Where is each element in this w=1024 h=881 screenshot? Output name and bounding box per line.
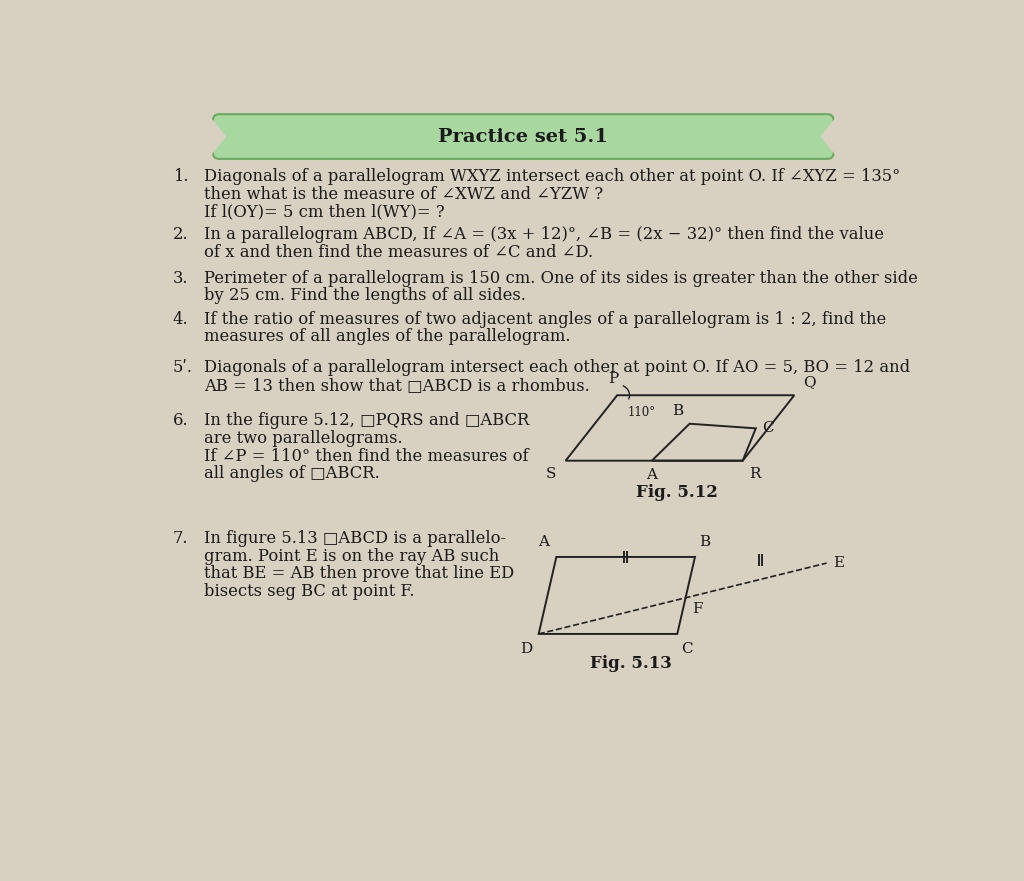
Text: S: S [546,467,556,481]
Text: Q: Q [804,375,816,389]
Text: A: A [646,469,657,483]
Text: Fig. 5.12: Fig. 5.12 [636,484,718,500]
Text: D: D [520,641,532,655]
Text: Perimeter of a parallelogram is 150 cm. One of its sides is greater than the oth: Perimeter of a parallelogram is 150 cm. … [204,270,918,286]
Text: all angles of □ABCR.: all angles of □ABCR. [204,465,380,482]
Text: that BE = AB then prove that line ED: that BE = AB then prove that line ED [204,566,514,582]
Text: C: C [681,641,692,655]
Text: B: B [698,536,710,549]
Text: 4.: 4. [173,310,188,328]
Text: If l(OY)= 5 cm then l(WY)= ?: If l(OY)= 5 cm then l(WY)= ? [204,204,444,220]
Text: 3.: 3. [173,270,188,286]
Text: A: A [538,536,549,549]
Text: Diagonals of a parallelogram intersect each other at point O. If AO = 5, BO = 12: Diagonals of a parallelogram intersect e… [204,359,910,376]
Text: R: R [749,467,761,481]
Text: bisects seg BC at point F.: bisects seg BC at point F. [204,583,415,600]
Text: 1.: 1. [173,168,188,185]
Text: If the ratio of measures of two adjacent angles of a parallelogram is 1 : 2, fin: If the ratio of measures of two adjacent… [204,310,886,328]
Text: 6.: 6. [173,412,188,429]
Text: 2.: 2. [173,226,188,243]
Text: are two parallelograms.: are two parallelograms. [204,430,402,447]
Text: AB = 13 then show that □ABCD is a rhombus.: AB = 13 then show that □ABCD is a rhombu… [204,377,590,394]
Text: 5ʹ.: 5ʹ. [173,359,193,376]
Polygon shape [210,117,225,156]
Text: 110°: 110° [628,406,656,419]
Text: by 25 cm. Find the lengths of all sides.: by 25 cm. Find the lengths of all sides. [204,287,525,305]
Text: 7.: 7. [173,530,188,547]
Text: B: B [673,403,683,418]
Text: Fig. 5.13: Fig. 5.13 [590,655,672,672]
Polygon shape [821,117,837,156]
Text: Diagonals of a parallelogram WXYZ intersect each other at point O. If ∠XYZ = 135: Diagonals of a parallelogram WXYZ inters… [204,168,900,185]
Text: C: C [762,421,773,435]
Text: In a parallelogram ABCD, If ∠A = (3x + 12)°, ∠B = (2x − 32)° then find the value: In a parallelogram ABCD, If ∠A = (3x + 1… [204,226,884,243]
FancyBboxPatch shape [213,115,834,159]
Text: F: F [692,602,702,616]
Text: gram. Point E is on the ray AB such: gram. Point E is on the ray AB such [204,548,499,565]
Text: E: E [833,556,844,570]
Text: In figure 5.13 □ABCD is a parallelo-: In figure 5.13 □ABCD is a parallelo- [204,530,506,547]
Text: If ∠P = 110° then find the measures of: If ∠P = 110° then find the measures of [204,448,528,464]
Text: In the figure 5.12, □PQRS and □ABCR: In the figure 5.12, □PQRS and □ABCR [204,412,529,429]
Text: P: P [608,372,618,386]
Text: measures of all angles of the parallelogram.: measures of all angles of the parallelog… [204,329,570,345]
Text: of x and then find the measures of ∠C and ∠D.: of x and then find the measures of ∠C an… [204,243,593,261]
Text: Practice set 5.1: Practice set 5.1 [438,128,608,145]
Text: then what is the measure of ∠XWZ and ∠YZW ?: then what is the measure of ∠XWZ and ∠YZ… [204,186,603,203]
